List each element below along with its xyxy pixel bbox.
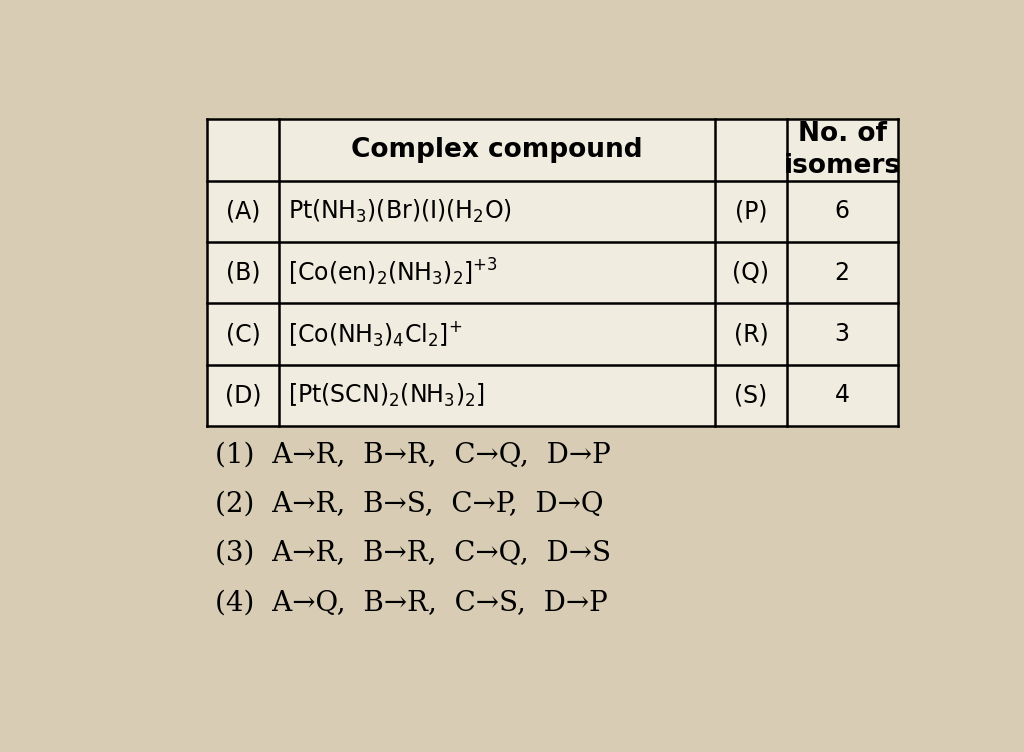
Text: (P): (P) [735, 199, 767, 223]
Text: (3)  A→R,  B→R,  C→Q,  D→S: (3) A→R, B→R, C→Q, D→S [215, 540, 611, 567]
Text: 4: 4 [835, 384, 850, 408]
Text: Pt(NH$_3$)(Br)(I)(H$_2$O): Pt(NH$_3$)(Br)(I)(H$_2$O) [289, 198, 512, 225]
Text: (S): (S) [734, 384, 768, 408]
Text: (R): (R) [733, 322, 768, 346]
Text: 2: 2 [835, 261, 850, 285]
Text: No. of
isomers: No. of isomers [783, 121, 901, 179]
Text: (1)  A→R,  B→R,  C→Q,  D→P: (1) A→R, B→R, C→Q, D→P [215, 441, 611, 468]
Text: (A): (A) [226, 199, 260, 223]
Text: (2)  A→R,  B→S,  C→P,  D→Q: (2) A→R, B→S, C→P, D→Q [215, 491, 604, 518]
Text: (B): (B) [226, 261, 260, 285]
Text: (Q): (Q) [732, 261, 769, 285]
Text: [Co(en)$_2$(NH$_3$)$_2$]$^{+3}$: [Co(en)$_2$(NH$_3$)$_2$]$^{+3}$ [289, 257, 499, 288]
Text: (4)  A→Q,  B→R,  C→S,  D→P: (4) A→Q, B→R, C→S, D→P [215, 589, 608, 616]
Text: [Co(NH$_3$)$_4$Cl$_2$]$^{+}$: [Co(NH$_3$)$_4$Cl$_2$]$^{+}$ [289, 320, 463, 349]
Text: 6: 6 [835, 199, 850, 223]
Text: [Pt(SCN)$_2$(NH$_3$)$_2$]: [Pt(SCN)$_2$(NH$_3$)$_2$] [289, 382, 485, 409]
Text: (C): (C) [225, 322, 260, 346]
Text: 3: 3 [835, 322, 850, 346]
Text: (D): (D) [225, 384, 261, 408]
Text: Complex compound: Complex compound [351, 137, 643, 163]
